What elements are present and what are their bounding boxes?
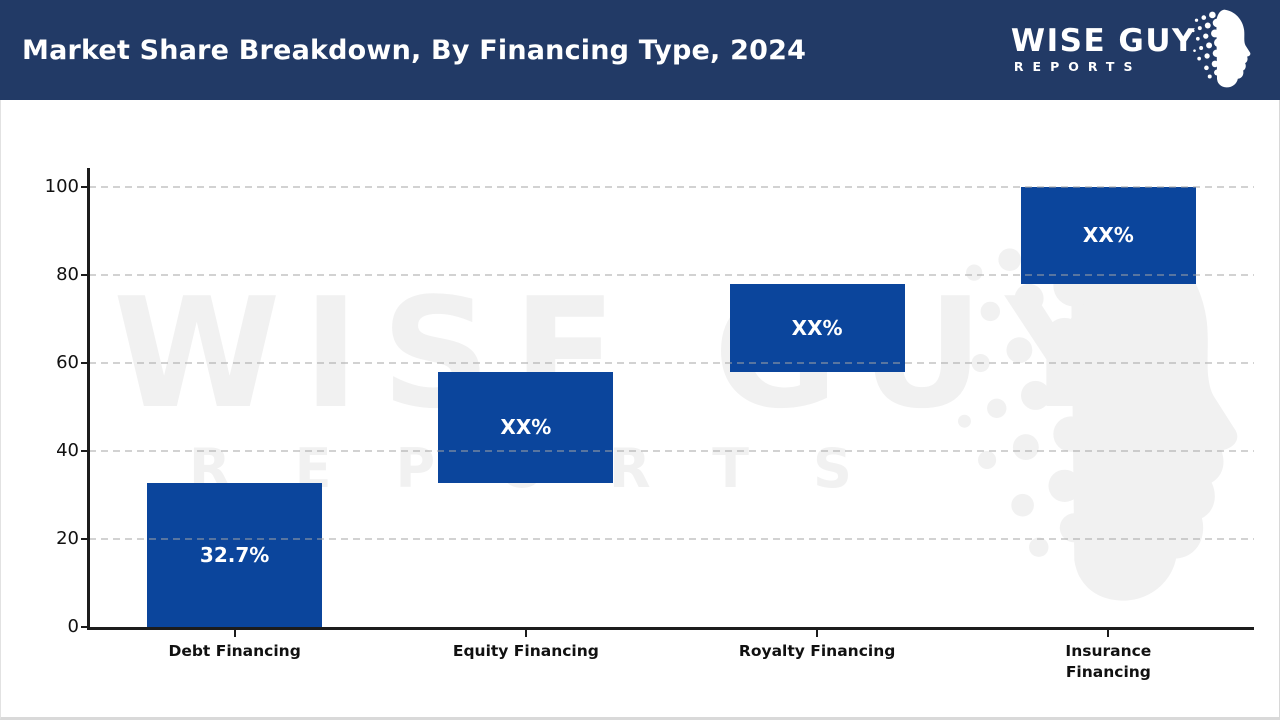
bar-royalty-financing: XX% xyxy=(729,283,905,372)
gridline-80 xyxy=(89,274,1254,276)
y-tick-label-100: 100 xyxy=(44,176,79,197)
x-tick-debt-financing xyxy=(233,630,236,637)
y-tick-label-40: 40 xyxy=(56,440,79,461)
wise-guy-logo: WISE GUY REPORTS xyxy=(1011,7,1254,93)
y-tick-20 xyxy=(81,538,88,540)
y-tick-label-80: 80 xyxy=(56,264,79,285)
x-tick-label-insurance-financing: Insurance Financing xyxy=(1065,642,1152,681)
gridline-20 xyxy=(89,538,1254,540)
y-tick-label-20: 20 xyxy=(56,528,79,549)
gridline-40 xyxy=(89,450,1254,452)
logo-reports-label: REPORTS xyxy=(1013,59,1142,75)
logo-head-icon xyxy=(1191,9,1251,88)
y-tick-60 xyxy=(81,362,88,364)
x-axis-spine xyxy=(87,627,1254,630)
y-axis-spine xyxy=(87,168,90,629)
x-tick-label-debt-financing: Debt Financing xyxy=(168,642,301,660)
y-tick-80 xyxy=(81,274,88,276)
x-tick-label-equity-financing: Equity Financing xyxy=(452,642,599,660)
x-tick-royalty-financing xyxy=(816,630,819,637)
gridline-60 xyxy=(89,362,1254,364)
chart-title: Market Share Breakdown, By Financing Typ… xyxy=(22,34,807,66)
bar-value-label: 32.7% xyxy=(199,543,270,568)
x-tick-label-royalty-financing: Royalty Financing xyxy=(738,642,896,660)
y-tick-label-0: 0 xyxy=(67,616,79,637)
bar-insurance-financing: XX% xyxy=(1020,187,1196,284)
header-bar: Market Share Breakdown, By Financing Typ… xyxy=(0,0,1280,100)
logo-wordmark-block: WISE GUY REPORTS xyxy=(1011,26,1196,74)
y-tick-100 xyxy=(81,186,88,188)
x-tick-equity-financing xyxy=(524,630,527,637)
gridline-100 xyxy=(89,186,1254,188)
bar-value-label: XX% xyxy=(500,415,552,440)
bar-debt-financing: 32.7% xyxy=(147,483,323,627)
bar-equity-financing: XX% xyxy=(438,371,614,484)
watermark-wordmark: WISE GUY xyxy=(113,265,1138,442)
bar-value-label: XX% xyxy=(1082,223,1134,248)
y-tick-40 xyxy=(81,450,88,452)
y-tick-0 xyxy=(81,626,88,628)
x-tick-insurance-financing xyxy=(1107,630,1110,637)
y-tick-label-60: 60 xyxy=(56,352,79,373)
logo-wordmark: WISE GUY xyxy=(1010,23,1196,60)
bar-value-label: XX% xyxy=(791,315,843,340)
